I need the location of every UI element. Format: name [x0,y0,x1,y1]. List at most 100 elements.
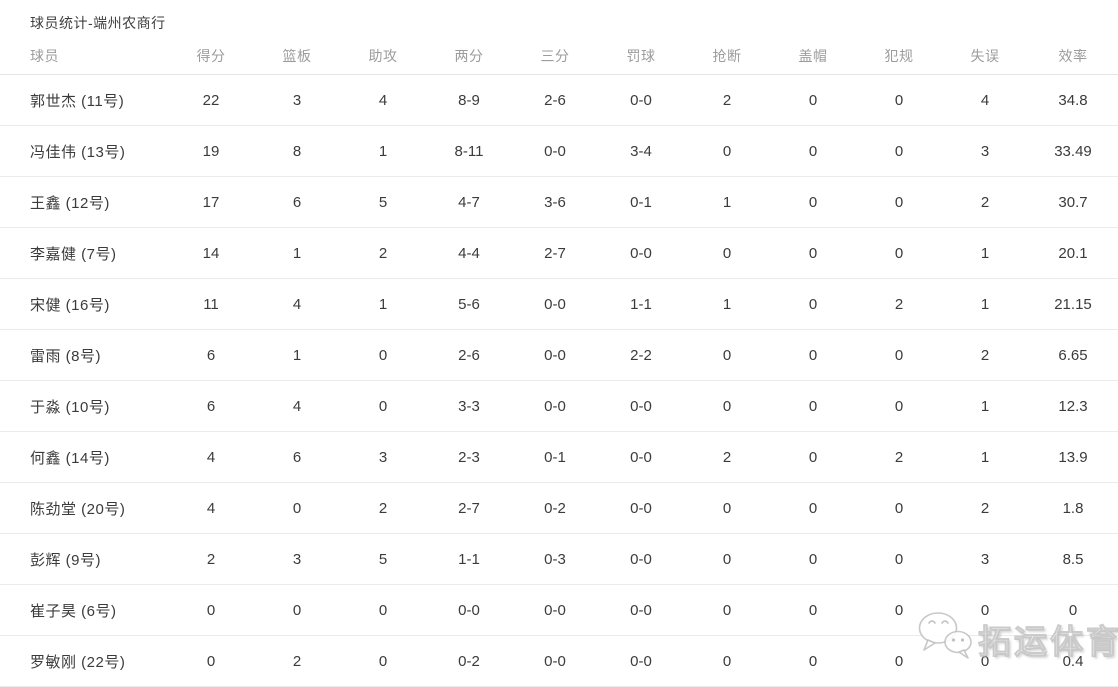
stat-cell: 0 [856,584,942,636]
stat-cell: 1.8 [1028,482,1118,534]
stat-cell: 0-0 [598,635,684,687]
stat-cell: 0 [168,584,254,636]
stat-cell: 8-9 [426,74,512,126]
stat-cell: 0 [856,176,942,228]
stat-cell: 0 [942,584,1028,636]
table-body: 郭世杰 (11号) 22 3 4 8-9 2-6 0-0 2 0 0 4 34.8 冯佳伟 (13号) 1… [0,74,1118,687]
stat-cell: 0 [770,74,856,126]
stat-cell: 3 [942,533,1028,585]
stat-cell: 2-2 [598,329,684,381]
stat-cell: 0 [770,329,856,381]
stat-cell: 1 [254,227,340,279]
stat-cell: 0 [340,635,426,687]
stat-cell: 22 [168,74,254,126]
column-header-player: 球员 [0,38,168,75]
stat-cell: 6.65 [1028,329,1118,381]
stat-cell: 0 [684,125,770,177]
stat-cell: 8 [254,125,340,177]
player-name-cell: 罗敏刚 (22号) [0,635,168,687]
stat-cell: 0 [770,176,856,228]
column-header-blocks: 盖帽 [770,38,856,75]
stat-cell: 0 [856,125,942,177]
stat-cell: 12.3 [1028,380,1118,432]
column-header-fouls: 犯规 [856,38,942,75]
stat-cell: 3 [254,74,340,126]
stat-cell: 2 [856,431,942,483]
stat-cell: 2 [942,176,1028,228]
stat-cell: 0 [856,74,942,126]
stat-cell: 1 [942,278,1028,330]
stat-cell: 0 [770,482,856,534]
player-name-cell: 冯佳伟 (13号) [0,125,168,177]
stat-cell: 2 [340,227,426,279]
stat-cell: 1-1 [426,533,512,585]
stat-cell: 6 [168,329,254,381]
stat-cell: 0 [770,125,856,177]
stat-cell: 2-6 [512,74,598,126]
stat-cell: 0-2 [512,482,598,534]
stat-cell: 2 [684,74,770,126]
stat-cell: 14 [168,227,254,279]
table-header-row: 球员 得分 篮板 助攻 两分 三分 罚球 抢断 盖帽 犯规 失误 效率 [0,38,1118,75]
stat-cell: 4 [340,74,426,126]
stat-cell: 0 [856,380,942,432]
stat-cell: 0 [770,533,856,585]
column-header-points: 得分 [168,38,254,75]
stat-cell: 0 [684,635,770,687]
stat-cell: 0 [856,635,942,687]
stat-cell: 11 [168,278,254,330]
stat-cell: 0 [684,380,770,432]
stat-cell: 0 [254,584,340,636]
stat-cell: 0 [770,380,856,432]
stat-cell: 4 [168,482,254,534]
stat-cell: 0-0 [598,482,684,534]
player-name-cell: 陈劲堂 (20号) [0,482,168,534]
column-header-efficiency: 效率 [1028,38,1118,75]
stat-cell: 0 [770,227,856,279]
stat-cell: 1-1 [598,278,684,330]
table-row: 宋健 (16号) 11 4 1 5-6 0-0 1-1 1 0 2 1 21.15 [0,278,1118,330]
stat-cell: 1 [684,278,770,330]
stat-cell: 0 [770,431,856,483]
stat-cell: 0-0 [512,380,598,432]
stat-cell: 0 [856,329,942,381]
stat-cell: 13.9 [1028,431,1118,483]
stat-cell: 1 [684,176,770,228]
stat-cell: 4-4 [426,227,512,279]
stat-cell: 0 [684,227,770,279]
stat-cell: 5 [340,533,426,585]
stat-cell: 1 [254,329,340,381]
player-name-cell: 何鑫 (14号) [0,431,168,483]
stat-cell: 4 [254,278,340,330]
stat-cell: 0 [942,635,1028,687]
stat-cell: 2-7 [426,482,512,534]
table-row: 冯佳伟 (13号) 19 8 1 8-11 0-0 3-4 0 0 0 3 33.49 [0,125,1118,177]
stat-cell: 2-7 [512,227,598,279]
stat-cell: 0-0 [512,278,598,330]
stat-cell: 6 [254,176,340,228]
stat-cell: 0 [340,584,426,636]
stat-cell: 1 [942,380,1028,432]
table-row: 何鑫 (14号) 4 6 3 2-3 0-1 0-0 2 0 2 1 13.9 [0,431,1118,483]
stat-cell: 0-1 [512,431,598,483]
stat-cell: 0 [684,584,770,636]
stat-cell: 8.5 [1028,533,1118,585]
table-row: 王鑫 (12号) 17 6 5 4-7 3-6 0-1 1 0 0 2 30.7 [0,176,1118,228]
stat-cell: 0 [340,380,426,432]
stat-cell: 0 [340,329,426,381]
player-name-cell: 雷雨 (8号) [0,329,168,381]
stat-cell: 2 [942,482,1028,534]
stat-cell: 17 [168,176,254,228]
table-row: 于淼 (10号) 6 4 0 3-3 0-0 0-0 0 0 0 1 12.3 [0,380,1118,432]
stat-cell: 2 [942,329,1028,381]
stat-cell: 33.49 [1028,125,1118,177]
stat-cell: 0 [856,227,942,279]
table-row: 郭世杰 (11号) 22 3 4 8-9 2-6 0-0 2 0 0 4 34.8 [0,74,1118,126]
stat-cell: 0-0 [598,533,684,585]
player-name-cell: 于淼 (10号) [0,380,168,432]
stat-cell: 0 [684,482,770,534]
stat-cell: 6 [254,431,340,483]
stat-cell: 0 [684,329,770,381]
stat-cell: 0-0 [598,380,684,432]
column-header-assists: 助攻 [340,38,426,75]
